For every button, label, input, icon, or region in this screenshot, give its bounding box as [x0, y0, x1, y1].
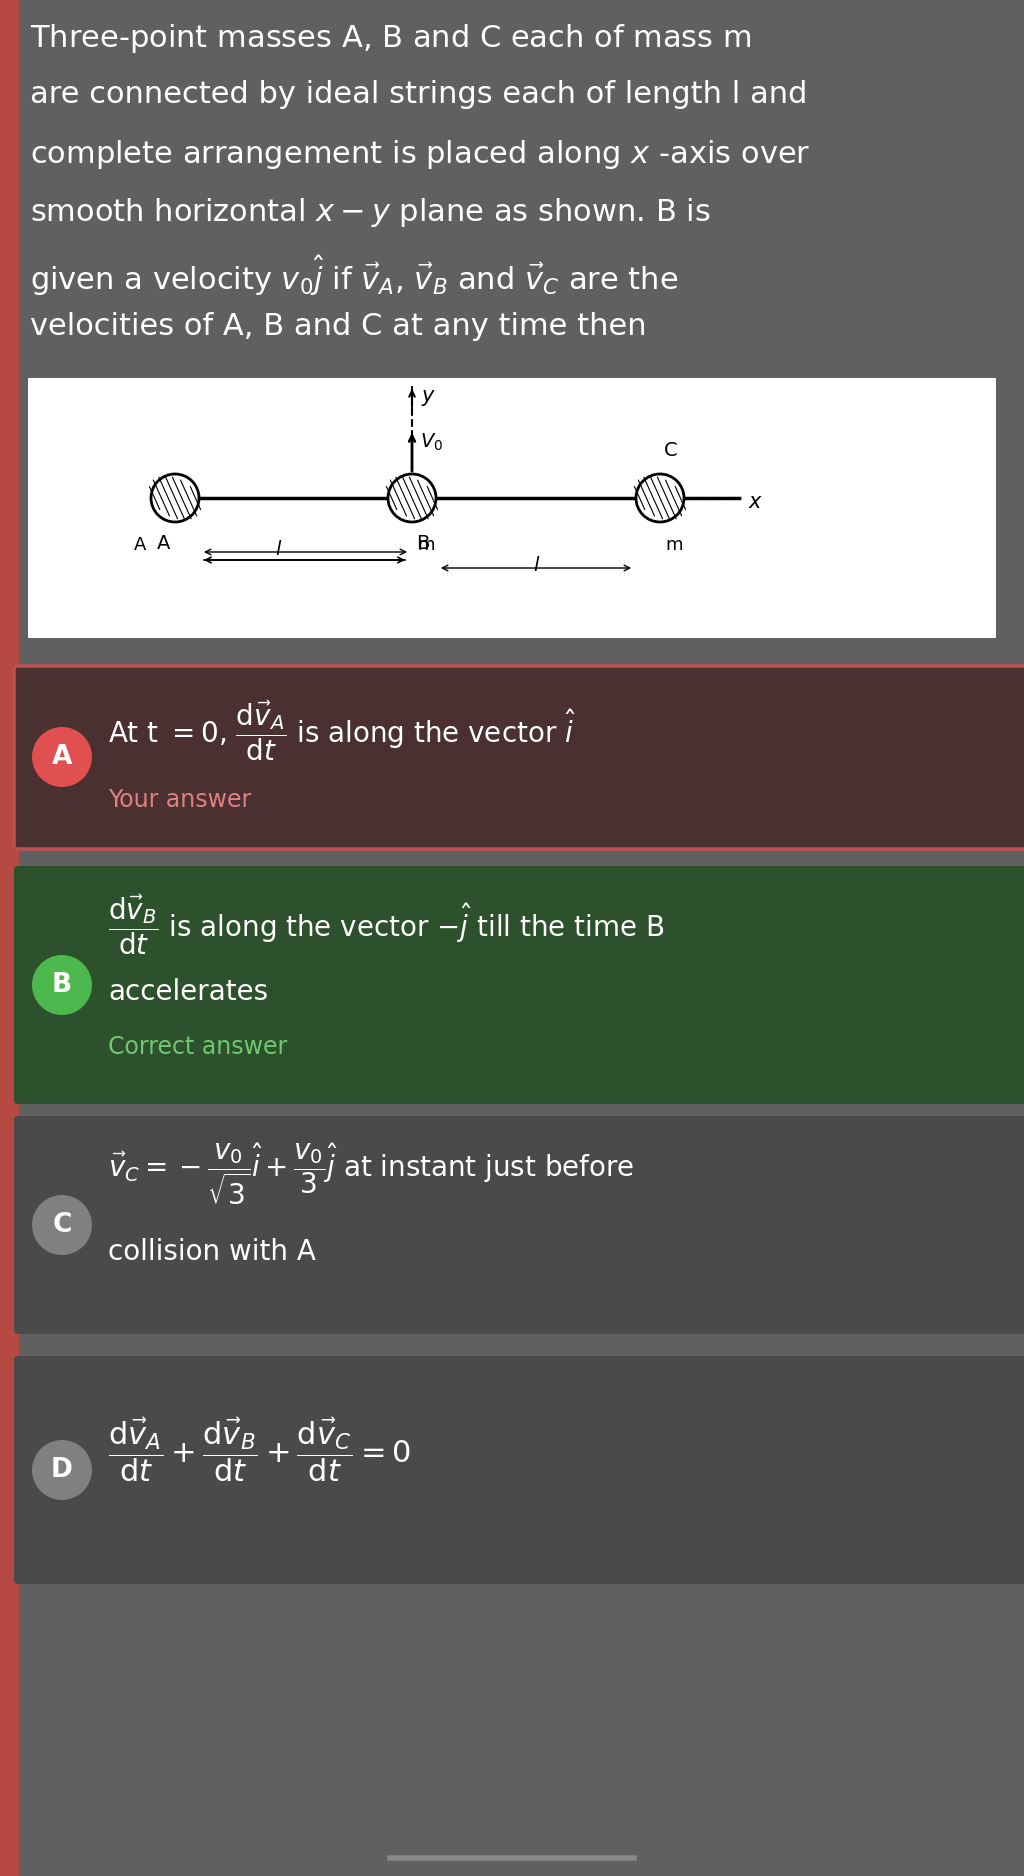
- Text: smooth horizontal $x - y$ plane as shown. B is: smooth horizontal $x - y$ plane as shown…: [30, 195, 711, 229]
- Circle shape: [388, 475, 436, 522]
- FancyBboxPatch shape: [14, 867, 1024, 1103]
- Circle shape: [32, 955, 92, 1015]
- Circle shape: [32, 1441, 92, 1501]
- FancyBboxPatch shape: [14, 1116, 1024, 1334]
- Text: Your answer: Your answer: [108, 788, 251, 812]
- Text: C: C: [664, 441, 678, 460]
- Text: y: y: [422, 386, 434, 405]
- Text: B: B: [52, 972, 72, 998]
- Text: given a velocity $v_0\hat{j}$ if $\vec{v}_A$, $\vec{v}_B$ and $\vec{v}_C$ are th: given a velocity $v_0\hat{j}$ if $\vec{v…: [30, 253, 678, 298]
- Text: Three-point masses A, B and C each of mass $\mathrm{m}$: Three-point masses A, B and C each of ma…: [30, 23, 752, 54]
- Circle shape: [32, 728, 92, 788]
- Text: A: A: [157, 535, 170, 553]
- Text: x: x: [749, 492, 762, 512]
- Text: $\dfrac{\mathrm{d}\vec{v}_A}{\mathrm{d}t} + \dfrac{\mathrm{d}\vec{v}_B}{\mathrm{: $\dfrac{\mathrm{d}\vec{v}_A}{\mathrm{d}t…: [108, 1415, 411, 1484]
- Text: D: D: [51, 1458, 73, 1484]
- Circle shape: [151, 475, 199, 522]
- Text: l: l: [534, 555, 539, 576]
- Text: m: m: [665, 537, 683, 553]
- Text: m: m: [417, 537, 434, 553]
- Text: l: l: [275, 540, 282, 559]
- Text: A: A: [52, 745, 72, 769]
- Text: velocities of A, B and C at any time then: velocities of A, B and C at any time the…: [30, 311, 646, 341]
- Text: C: C: [52, 1212, 72, 1238]
- Text: are connected by ideal strings each of length l and: are connected by ideal strings each of l…: [30, 81, 807, 109]
- Text: $\dfrac{\mathrm{d}\vec{v}_B}{\mathrm{d}t}$ is along the vector $-\hat{j}$ till t: $\dfrac{\mathrm{d}\vec{v}_B}{\mathrm{d}t…: [108, 891, 665, 957]
- Bar: [28, 377, 996, 638]
- Bar: [0, 0, 18, 1876]
- Text: collision with A: collision with A: [108, 1238, 315, 1266]
- FancyBboxPatch shape: [14, 666, 1024, 850]
- Text: B: B: [416, 535, 429, 553]
- Circle shape: [636, 475, 684, 522]
- Text: At t $= 0$, $\dfrac{\mathrm{d}\vec{v}_A}{\mathrm{d}t}$ is along the vector $\hat: At t $= 0$, $\dfrac{\mathrm{d}\vec{v}_A}…: [108, 698, 575, 762]
- Text: complete arrangement is placed along $x$ -axis over: complete arrangement is placed along $x$…: [30, 139, 810, 171]
- Text: accelerates: accelerates: [108, 977, 268, 1006]
- Circle shape: [32, 1195, 92, 1255]
- Text: $V_0$: $V_0$: [420, 431, 443, 454]
- FancyBboxPatch shape: [14, 1356, 1024, 1583]
- Text: $\vec{v}_C = -\dfrac{v_0}{\sqrt{3}}\hat{i} + \dfrac{v_0}{3}\hat{j}$ at instant j: $\vec{v}_C = -\dfrac{v_0}{\sqrt{3}}\hat{…: [108, 1142, 635, 1208]
- Text: Correct answer: Correct answer: [108, 1036, 288, 1058]
- Text: A: A: [133, 537, 146, 553]
